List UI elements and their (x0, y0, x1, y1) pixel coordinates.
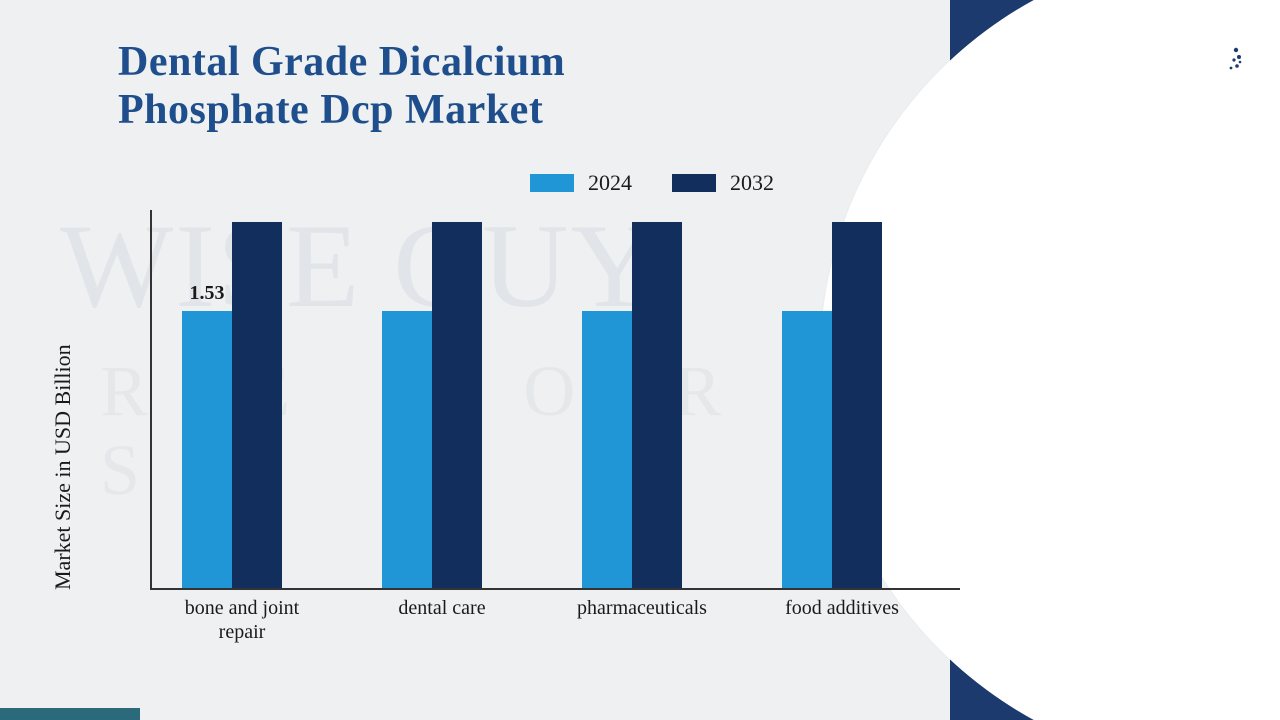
bar-2032 (432, 222, 482, 588)
bar-2032 (832, 222, 882, 588)
legend-swatch-2024 (530, 174, 574, 192)
logo-main-text: WISE GUY (1011, 38, 1192, 75)
chart: Market Size in USD Billion 2024 2032 bon… (60, 170, 960, 700)
bar-2032 (632, 222, 682, 588)
footer-accent-bar (0, 708, 140, 720)
bar-2024 (382, 311, 432, 588)
bar-2032 (232, 222, 282, 588)
category-label: food additives (777, 596, 907, 620)
legend-label-2032: 2032 (730, 170, 774, 196)
logo-sub-text: R E P O R T S (1011, 93, 1252, 109)
y-axis-label: Market Size in USD Billion (50, 344, 76, 590)
page-title: Dental Grade Dicalcium Phosphate Dcp Mar… (118, 38, 738, 135)
legend-item-2032: 2032 (672, 170, 774, 196)
bar-2024 (782, 311, 832, 588)
brand-logo: WISE GUY R E P O R T S (1011, 38, 1252, 109)
page-root: WISE GUY R E P O R T S Dental Grade Dica… (0, 0, 1280, 720)
logo-head-icon (1206, 38, 1252, 89)
category-label: pharmaceuticals (577, 596, 707, 620)
category-label: dental care (377, 596, 507, 620)
legend-label-2024: 2024 (588, 170, 632, 196)
bar-2024 (182, 311, 232, 588)
legend-swatch-2032 (672, 174, 716, 192)
legend-item-2024: 2024 (530, 170, 632, 196)
category-label: bone and joint repair (177, 596, 307, 644)
legend: 2024 2032 (530, 170, 774, 196)
bar-2024 (582, 311, 632, 588)
plot-area: bone and joint repairdental carepharmace… (150, 210, 960, 590)
bar-value-label: 1.53 (190, 282, 225, 305)
